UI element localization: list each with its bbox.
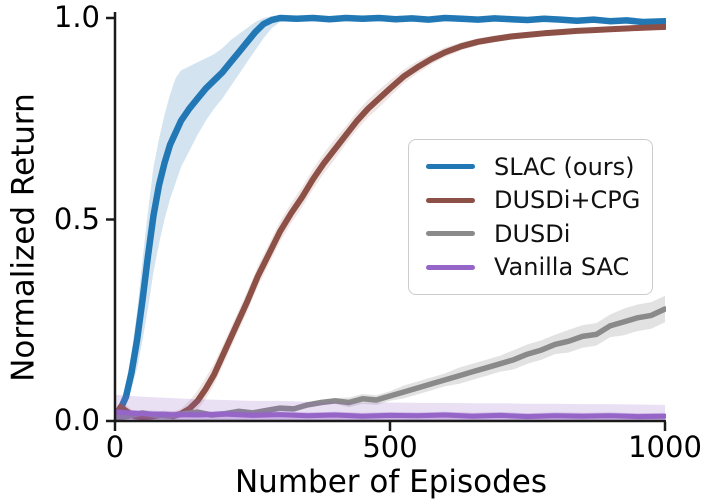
legend-item-vanilla-sac: Vanilla SAC	[409, 255, 652, 279]
legend-line-vanilla-sac-icon	[426, 264, 475, 270]
legend-line-slac-icon	[426, 164, 475, 170]
legend-label-dusdi: DUSDi	[494, 219, 571, 248]
slac-line	[115, 14, 666, 419]
y-tick-label-0.5: 0.5	[53, 201, 100, 236]
series-slac	[115, 14, 666, 419]
series-vanilla-sac	[115, 394, 666, 421]
legend-label-dusdi-cpg: DUSDi+CPG	[494, 186, 641, 215]
y-axis-label: Normalized Return	[5, 93, 42, 382]
series-layer	[115, 14, 666, 421]
legend: SLAC (ours) DUSDi+CPG DUSDi Vanilla SAC	[408, 139, 653, 295]
legend-item-dusdi: DUSDi	[409, 222, 652, 246]
legend-line-dusdi-cpg-icon	[426, 197, 475, 203]
x-axis-label: Number of Episodes	[234, 464, 547, 500]
legend-item-slac: SLAC (ours)	[409, 155, 652, 179]
y-tick-label-0.0: 0.0	[53, 402, 100, 437]
legend-item-dusdi-cpg: DUSDi+CPG	[409, 188, 652, 212]
legend-label-slac: SLAC (ours)	[494, 152, 635, 181]
vanilla-sac-line	[115, 409, 666, 420]
legend-line-dusdi-icon	[426, 231, 475, 237]
x-tick-label-0: 0	[105, 430, 125, 464]
y-tick-label-1.0: 1.0	[53, 0, 100, 34]
x-tick-label-500: 500	[362, 430, 418, 464]
legend-label-vanilla-sac: Vanilla SAC	[494, 253, 630, 282]
axes-spines	[106, 12, 667, 431]
x-tick-label-1000: 1000	[628, 430, 702, 464]
